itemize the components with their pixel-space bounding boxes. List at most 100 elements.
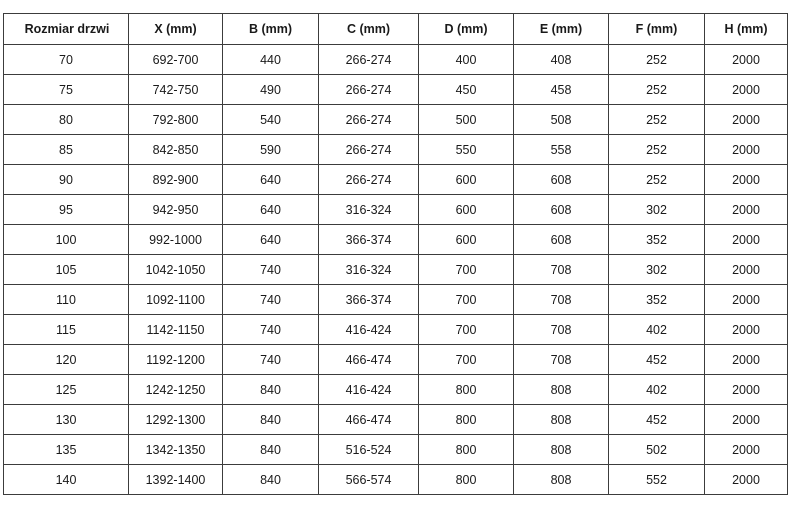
table-row: 130 1292-1300 840 466-474 800 808 452 2000 bbox=[3, 404, 788, 435]
cell-c: 416-424 bbox=[318, 314, 419, 345]
cell-c: 266-274 bbox=[318, 134, 419, 165]
cell-f: 402 bbox=[608, 314, 705, 345]
cell-f: 252 bbox=[608, 74, 705, 105]
cell-b: 740 bbox=[222, 254, 319, 285]
cell-f: 352 bbox=[608, 284, 705, 315]
cell-b: 640 bbox=[222, 224, 319, 255]
cell-d: 800 bbox=[418, 404, 514, 435]
table-header-row: Rozmiar drzwi X (mm) B (mm) C (mm) D (mm… bbox=[3, 13, 788, 45]
cell-h: 2000 bbox=[704, 194, 788, 225]
cell-rozmiar-drzwi: 75 bbox=[3, 74, 129, 105]
cell-b: 740 bbox=[222, 344, 319, 375]
cell-f: 302 bbox=[608, 194, 705, 225]
cell-h: 2000 bbox=[704, 44, 788, 75]
table-row: 85 842-850 590 266-274 550 558 252 2000 bbox=[3, 134, 788, 165]
cell-h: 2000 bbox=[704, 314, 788, 345]
cell-h: 2000 bbox=[704, 104, 788, 135]
table-row: 95 942-950 640 316-324 600 608 302 2000 bbox=[3, 194, 788, 225]
cell-e: 808 bbox=[513, 434, 609, 465]
cell-d: 600 bbox=[418, 224, 514, 255]
cell-e: 808 bbox=[513, 464, 609, 495]
cell-c: 316-324 bbox=[318, 194, 419, 225]
cell-x: 942-950 bbox=[128, 194, 223, 225]
cell-x: 1242-1250 bbox=[128, 374, 223, 405]
cell-c: 466-474 bbox=[318, 404, 419, 435]
cell-c: 516-524 bbox=[318, 434, 419, 465]
table-body: 70 692-700 440 266-274 400 408 252 2000 75 742-75… bbox=[3, 44, 788, 495]
table-row: 135 1342-1350 840 516-524 800 808 502 2000 bbox=[3, 434, 788, 465]
cell-e: 408 bbox=[513, 44, 609, 75]
cell-e: 808 bbox=[513, 374, 609, 405]
column-header-x: X (mm) bbox=[128, 13, 223, 45]
cell-rozmiar-drzwi: 70 bbox=[3, 44, 129, 75]
table-row: 100 992-1000 640 366-374 600 608 352 2000 bbox=[3, 224, 788, 255]
cell-x: 992-1000 bbox=[128, 224, 223, 255]
cell-x: 892-900 bbox=[128, 164, 223, 195]
column-header-f: F (mm) bbox=[608, 13, 705, 45]
cell-e: 608 bbox=[513, 224, 609, 255]
cell-e: 508 bbox=[513, 104, 609, 135]
cell-b: 590 bbox=[222, 134, 319, 165]
cell-d: 500 bbox=[418, 104, 514, 135]
cell-rozmiar-drzwi: 80 bbox=[3, 104, 129, 135]
cell-f: 252 bbox=[608, 44, 705, 75]
cell-f: 252 bbox=[608, 164, 705, 195]
cell-f: 252 bbox=[608, 104, 705, 135]
table-row: 125 1242-1250 840 416-424 800 808 402 2000 bbox=[3, 374, 788, 405]
cell-rozmiar-drzwi: 135 bbox=[3, 434, 129, 465]
cell-c: 566-574 bbox=[318, 464, 419, 495]
cell-f: 502 bbox=[608, 434, 705, 465]
cell-f: 302 bbox=[608, 254, 705, 285]
cell-b: 740 bbox=[222, 284, 319, 315]
cell-h: 2000 bbox=[704, 134, 788, 165]
cell-rozmiar-drzwi: 120 bbox=[3, 344, 129, 375]
cell-x: 1342-1350 bbox=[128, 434, 223, 465]
cell-h: 2000 bbox=[704, 374, 788, 405]
cell-e: 708 bbox=[513, 284, 609, 315]
specification-table-container: Rozmiar drzwi X (mm) B (mm) C (mm) D (mm… bbox=[3, 13, 788, 495]
table-row: 75 742-750 490 266-274 450 458 252 2000 bbox=[3, 74, 788, 105]
table-row: 90 892-900 640 266-274 600 608 252 2000 bbox=[3, 164, 788, 195]
cell-rozmiar-drzwi: 130 bbox=[3, 404, 129, 435]
cell-d: 550 bbox=[418, 134, 514, 165]
column-header-h: H (mm) bbox=[704, 13, 788, 45]
table-row: 140 1392-1400 840 566-574 800 808 552 2000 bbox=[3, 464, 788, 495]
cell-e: 708 bbox=[513, 254, 609, 285]
cell-f: 452 bbox=[608, 344, 705, 375]
table-row: 70 692-700 440 266-274 400 408 252 2000 bbox=[3, 44, 788, 75]
cell-h: 2000 bbox=[704, 164, 788, 195]
cell-b: 740 bbox=[222, 314, 319, 345]
cell-h: 2000 bbox=[704, 224, 788, 255]
cell-c: 266-274 bbox=[318, 164, 419, 195]
cell-c: 366-374 bbox=[318, 224, 419, 255]
cell-x: 792-800 bbox=[128, 104, 223, 135]
cell-d: 400 bbox=[418, 44, 514, 75]
cell-f: 452 bbox=[608, 404, 705, 435]
cell-e: 708 bbox=[513, 344, 609, 375]
cell-x: 1142-1150 bbox=[128, 314, 223, 345]
table-row: 120 1192-1200 740 466-474 700 708 452 2000 bbox=[3, 344, 788, 375]
cell-rozmiar-drzwi: 95 bbox=[3, 194, 129, 225]
cell-c: 266-274 bbox=[318, 104, 419, 135]
cell-d: 800 bbox=[418, 464, 514, 495]
cell-h: 2000 bbox=[704, 74, 788, 105]
cell-h: 2000 bbox=[704, 284, 788, 315]
cell-x: 842-850 bbox=[128, 134, 223, 165]
cell-h: 2000 bbox=[704, 464, 788, 495]
column-header-c: C (mm) bbox=[318, 13, 419, 45]
cell-b: 840 bbox=[222, 434, 319, 465]
cell-e: 708 bbox=[513, 314, 609, 345]
cell-x: 1292-1300 bbox=[128, 404, 223, 435]
cell-d: 700 bbox=[418, 284, 514, 315]
table-header: Rozmiar drzwi X (mm) B (mm) C (mm) D (mm… bbox=[3, 13, 788, 45]
column-header-rozmiar-drzwi: Rozmiar drzwi bbox=[3, 13, 129, 45]
cell-d: 800 bbox=[418, 374, 514, 405]
cell-b: 640 bbox=[222, 164, 319, 195]
cell-c: 416-424 bbox=[318, 374, 419, 405]
cell-x: 742-750 bbox=[128, 74, 223, 105]
cell-d: 600 bbox=[418, 164, 514, 195]
cell-rozmiar-drzwi: 85 bbox=[3, 134, 129, 165]
cell-x: 692-700 bbox=[128, 44, 223, 75]
cell-b: 540 bbox=[222, 104, 319, 135]
cell-e: 608 bbox=[513, 194, 609, 225]
